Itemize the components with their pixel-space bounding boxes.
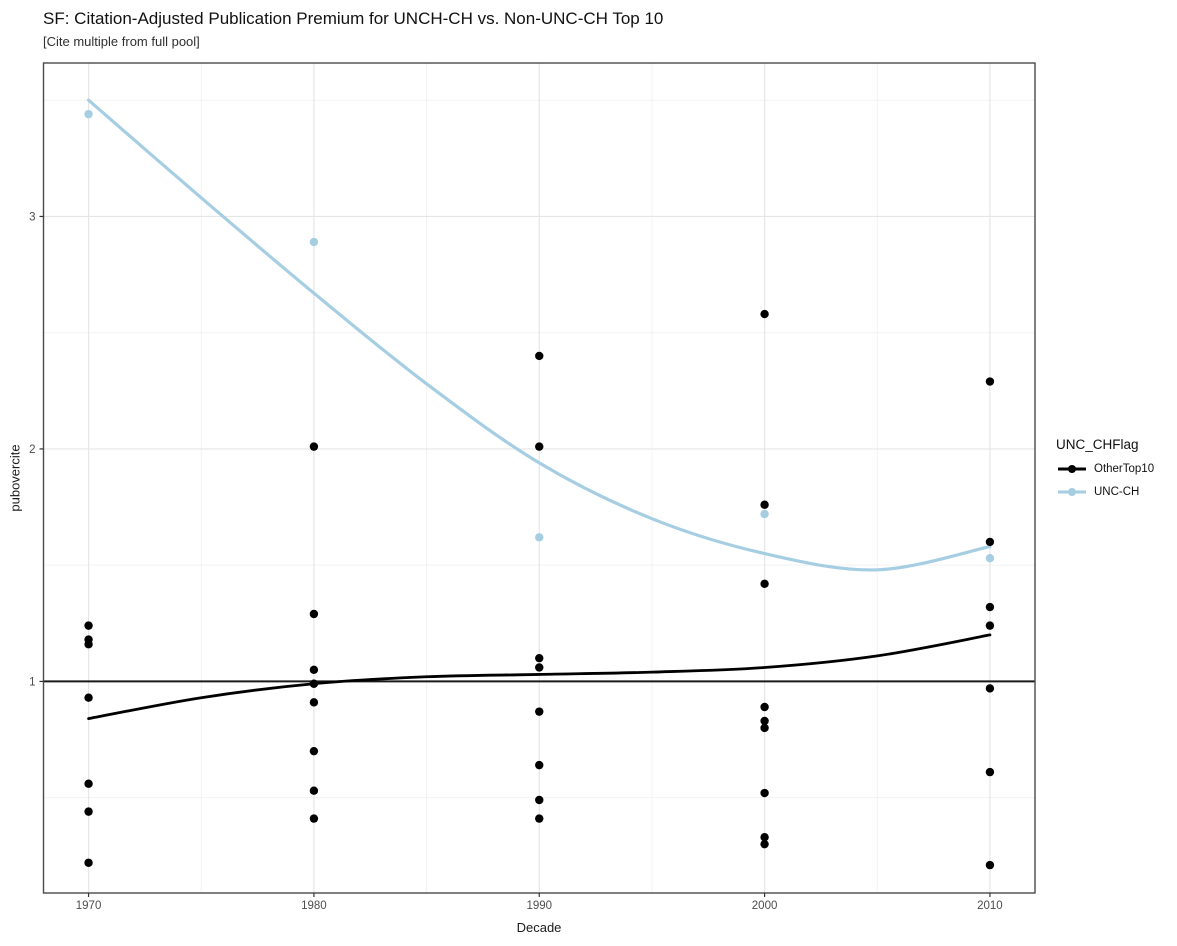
data-point [309,442,319,451]
data-point [760,702,769,712]
legend-title: UNC_CHFlag [1056,437,1139,452]
data-point [84,621,93,630]
x-tick-label: 1990 [526,900,552,912]
data-point [985,767,995,777]
x-tick-label: 1970 [76,900,102,912]
data-point [985,621,995,630]
data-point [760,833,769,842]
data-point [985,537,995,547]
data-point [535,814,544,823]
x-tick-label: 2000 [752,900,778,912]
data-point [309,609,319,619]
y-axis-title: pubovercite [7,444,23,512]
data-point [84,779,93,788]
y-tick-labels: 1 2 3 [29,211,35,688]
data-point [309,786,319,795]
data-point [309,679,319,688]
data-point [84,693,93,702]
x-tick-labels: 1970 1980 1990 2000 2010 [76,900,1003,912]
legend-key-unc-ch [1058,488,1086,496]
data-point [760,723,769,733]
data-point [985,684,995,693]
data-point [985,554,995,563]
points-othertop10 [84,309,995,870]
data-point [760,788,769,798]
x-tick-label: 1980 [301,900,327,912]
data-point [535,653,544,663]
data-point [760,509,769,519]
data-point [84,807,93,816]
data-point [985,860,995,870]
y-tick-label: 2 [29,444,35,456]
legend-label-othertop10: OtherTop10 [1094,463,1155,475]
data-point [760,716,769,726]
data-point [760,500,769,509]
points-unc-ch [84,109,995,563]
legend-key-othertop10 [1058,465,1086,473]
legend-entry-othertop10: OtherTop10 [1056,461,1154,477]
data-point [84,858,93,867]
data-point [535,663,544,672]
data-point [84,640,93,649]
data-point [535,533,544,542]
data-point [760,309,769,319]
data-point [535,795,544,805]
x-tick-label: 2010 [977,900,1003,912]
axis-ticks [39,215,991,897]
chart-subtitle: [Cite multiple from full pool] [43,34,200,49]
data-point [760,579,769,588]
legend-entry-unc-ch: UNC-CH [1056,484,1154,500]
data-point [535,760,544,770]
data-point [309,237,319,247]
data-point [985,602,995,612]
data-point [309,746,319,756]
data-point [760,839,769,849]
y-tick-label: 3 [29,211,35,223]
legend: UNC_CHFlag OtherTop10 UNC-CH [1056,437,1154,507]
smooth-line-unc-ch [86,98,992,572]
data-point [985,377,995,386]
chart-title: SF: Citation-Adjusted Publication Premiu… [43,9,664,28]
data-point [309,698,319,707]
data-point [535,351,544,361]
x-axis-title: Decade [516,920,562,935]
data-point [309,665,319,675]
data-point [535,707,544,716]
data-point [535,442,544,451]
data-point [84,109,93,119]
legend-label-unc-ch: UNC-CH [1094,486,1140,498]
data-point [309,814,319,823]
smooth-line-othertop10 [87,633,992,721]
y-tick-label: 1 [29,676,35,688]
